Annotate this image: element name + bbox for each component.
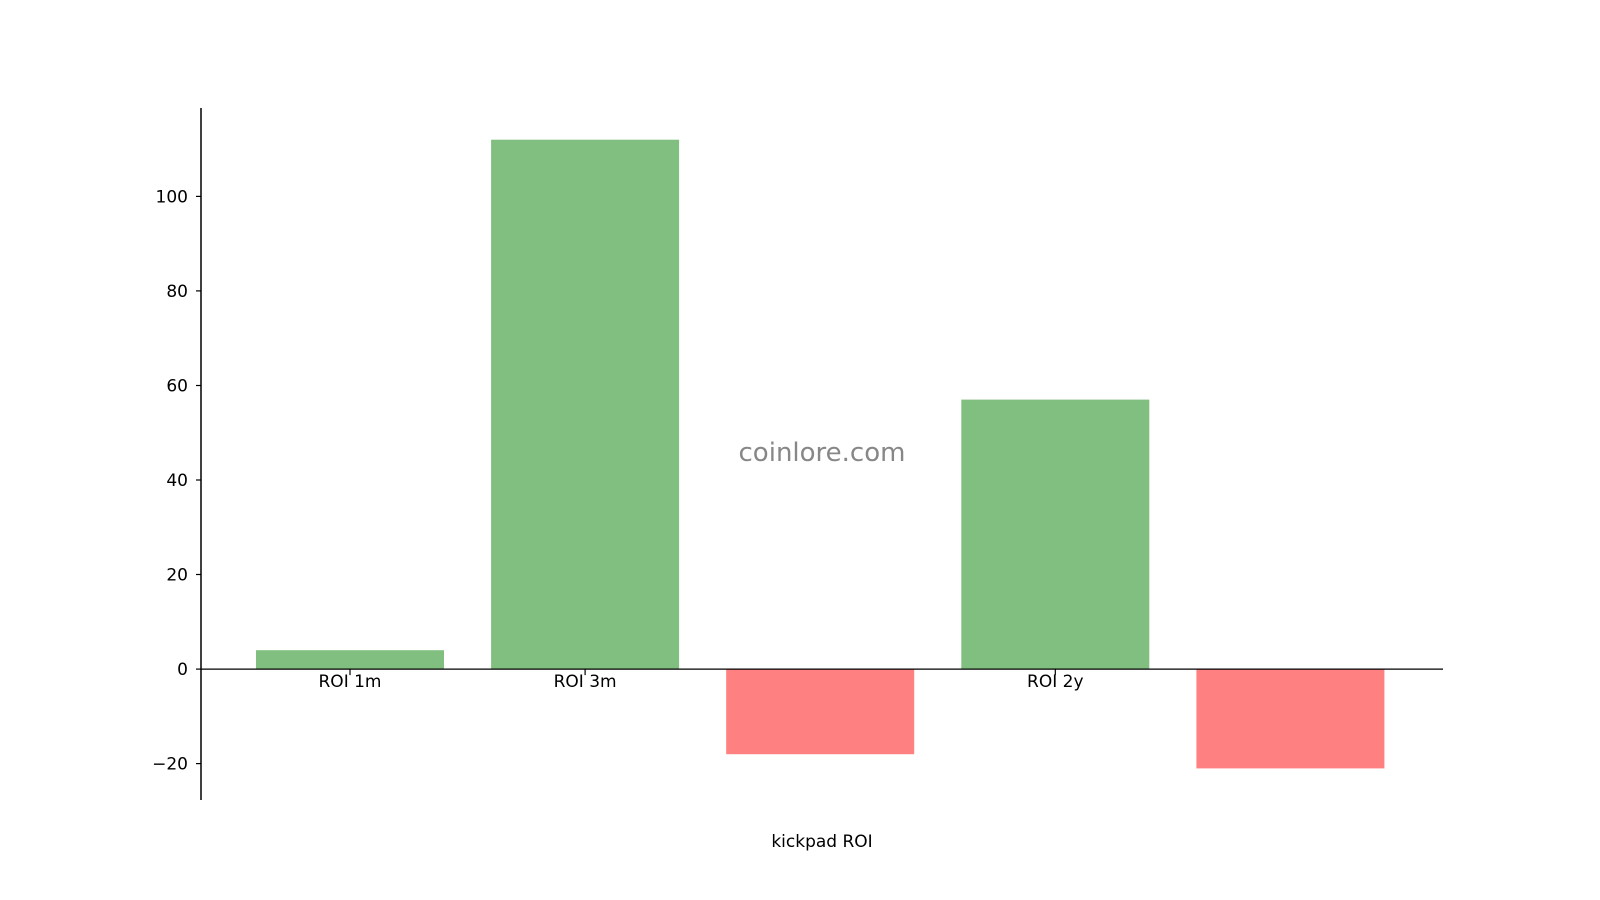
bar-unlabeled-4 [1196, 669, 1385, 769]
x-tick-label: ROI 2y [1027, 672, 1084, 692]
x-tick-label: ROI 3m [554, 672, 617, 692]
y-tick-label: 60 [166, 377, 188, 397]
bars-layer [256, 139, 1385, 769]
y-tick-label: 80 [166, 282, 188, 302]
y-tick-label: −20 [152, 755, 188, 775]
x-axis-title: kickpad ROI [771, 832, 872, 852]
bar-unlabeled-2 [726, 669, 915, 755]
bar-roi-1m [256, 650, 444, 670]
axes-layer: 100 80 60 40 20 0 −20 ROI 1m ROI 3m ROI 2y [152, 108, 1443, 800]
bar-roi-2y [961, 399, 1150, 669]
x-tick-label: ROI 1m [319, 672, 382, 692]
y-tick-label: 0 [177, 660, 188, 680]
y-tick-label: 40 [166, 471, 188, 491]
y-tick-label: 100 [156, 187, 188, 207]
watermark: coinlore.com [739, 438, 906, 468]
y-tick-label: 20 [166, 566, 188, 586]
bar-roi-3m [491, 139, 680, 670]
